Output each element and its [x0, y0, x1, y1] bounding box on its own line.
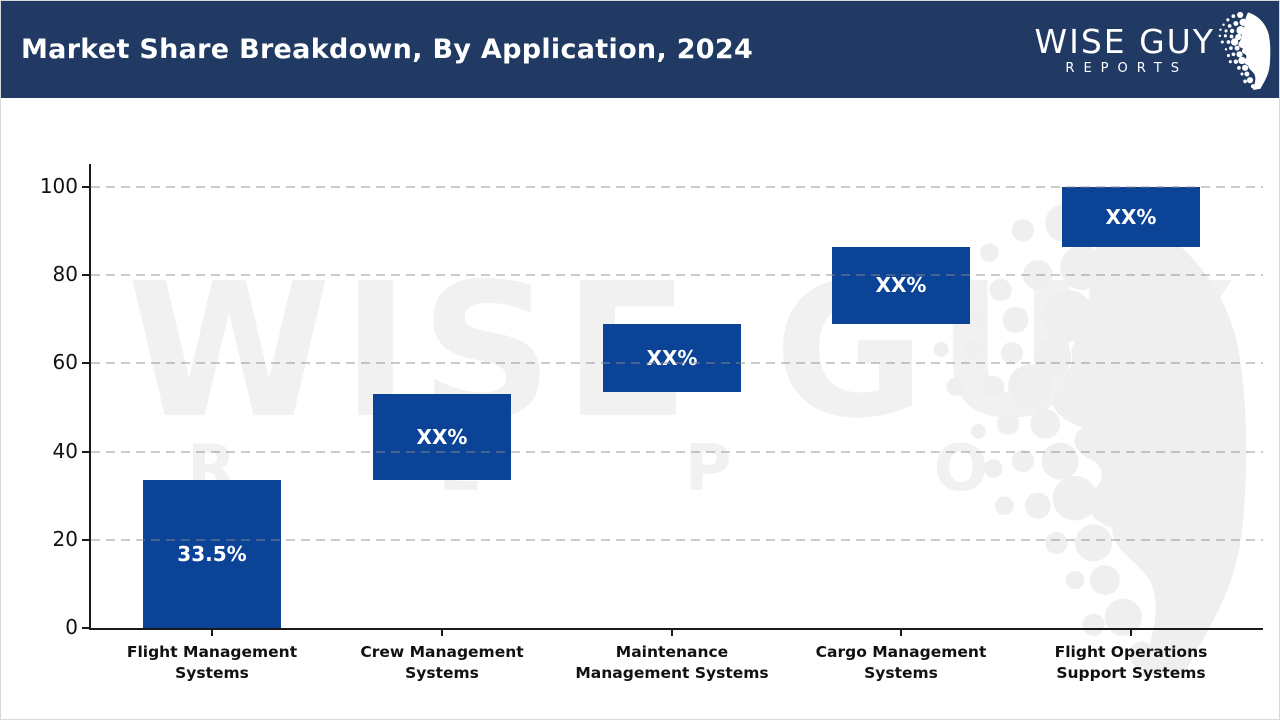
logo-subtitle: REPORTS	[1065, 60, 1189, 76]
watermark-head-icon	[933, 204, 1247, 677]
bar-segment: XX%	[373, 394, 511, 481]
y-axis-tick-label: 20	[52, 526, 78, 551]
x-axis-tick	[671, 629, 673, 636]
y-axis-tick	[82, 627, 89, 629]
y-axis-tick	[82, 362, 89, 365]
x-axis-tick	[1130, 629, 1132, 636]
category-label: Crew Management Systems	[360, 643, 524, 682]
bar-value-label: XX%	[875, 273, 927, 298]
y-axis-tick	[82, 186, 89, 188]
header-band: Market Share Breakdown, By Application, …	[1, 1, 1279, 98]
bar-segment: XX%	[603, 323, 741, 393]
y-axis-line	[89, 164, 91, 630]
category-label: Cargo Management Systems	[815, 643, 987, 682]
dotted-head-icon	[1218, 11, 1271, 90]
bar-segment: XX%	[1062, 187, 1200, 247]
y-axis-tick-label: 80	[52, 262, 78, 287]
x-axis-tick	[211, 629, 213, 636]
y-axis-tick-label: 100	[39, 174, 78, 198]
bar-value-label: 33.5%	[177, 542, 247, 567]
x-axis-tick	[900, 629, 902, 636]
logo-text: WISE GUY REPORTS	[1034, 25, 1215, 75]
grid-line	[91, 362, 1263, 365]
y-axis-tick	[82, 450, 89, 453]
grid-line	[91, 186, 1263, 188]
page-title: Market Share Breakdown, By Application, …	[21, 34, 754, 65]
bar-value-label: XX%	[646, 345, 698, 370]
y-axis-tick-label: 40	[52, 438, 78, 463]
y-axis-tick-label: 0	[65, 615, 78, 639]
category-label: Flight Management Systems	[126, 643, 298, 682]
y-axis-tick	[82, 274, 89, 277]
y-axis-tick	[82, 538, 89, 541]
wise-guy-reports-logo: WISE GUY REPORTS	[1034, 10, 1279, 90]
bar-value-label: XX%	[1105, 204, 1157, 229]
y-axis-tick-label: 60	[52, 350, 78, 375]
x-axis-tick	[441, 629, 443, 636]
bar-segment: XX%	[832, 246, 970, 324]
logo-wordmark: WISE GUY	[1034, 21, 1215, 61]
bar-segment: 33.5%	[143, 480, 281, 628]
category-label: Flight Operations Support Systems	[1054, 643, 1208, 682]
grid-line	[91, 274, 1263, 277]
grid-line	[91, 538, 1263, 541]
grid-line	[91, 450, 1263, 453]
x-axis-line	[89, 628, 1263, 630]
category-label: Maintenance Management Systems	[575, 643, 769, 682]
bar-value-label: XX%	[416, 425, 468, 450]
